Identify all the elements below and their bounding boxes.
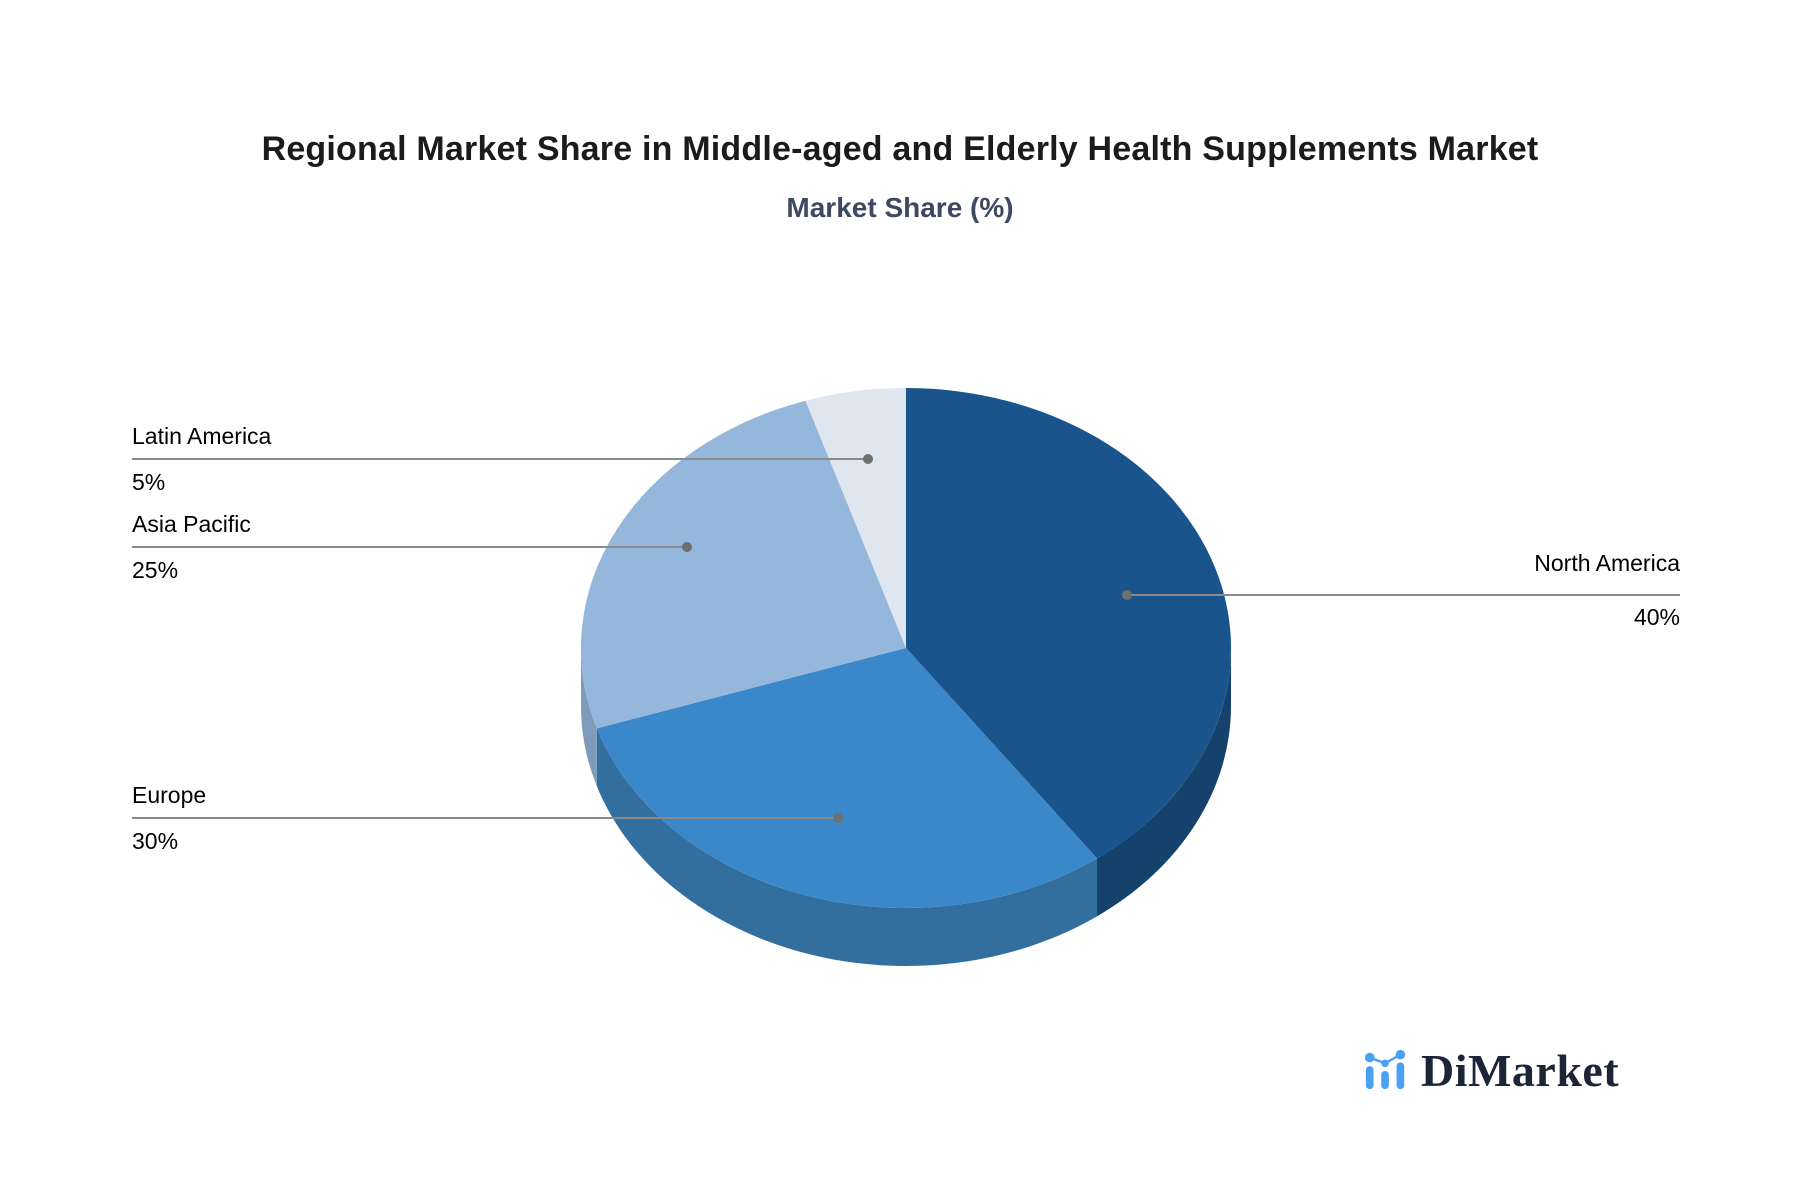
leader-dot-latin-america	[863, 454, 873, 464]
slice-label-latin-america: Latin America	[132, 423, 272, 449]
pie-slice-latin-america	[805, 388, 906, 648]
slice-label-north-america: North America	[1534, 550, 1680, 576]
pie-slice-asia-pacific	[581, 400, 906, 729]
pie-slice-europe	[596, 648, 1098, 908]
leader-lines-group	[132, 454, 1680, 823]
bar-chart-with-trend-dots-icon	[1364, 1049, 1406, 1090]
leader-dot-europe	[833, 813, 843, 823]
pie-slice-side-europe	[596, 728, 1098, 966]
pie-slice-side-north-america	[1097, 648, 1231, 917]
dimarket-logo: DiMarket	[1363, 1042, 1619, 1098]
pie-slices-group	[581, 388, 1231, 966]
pie-slice-side-asia-pacific	[581, 648, 597, 787]
slice-label-europe: Europe	[132, 782, 207, 808]
pie-slice-north-america	[906, 388, 1231, 859]
slice-value-latin-america: 5%	[132, 469, 166, 495]
chart-subtitle: Market Share (%)	[786, 192, 1014, 223]
dimarket-logo-text: DiMarket	[1421, 1044, 1620, 1096]
slice-value-north-america: 40%	[1633, 604, 1680, 630]
slice-label-asia-pacific: Asia Pacific	[132, 511, 251, 537]
slice-value-europe: 30%	[132, 828, 179, 854]
slice-value-asia-pacific: 25%	[132, 557, 179, 583]
leader-dot-asia-pacific	[682, 542, 692, 552]
chart-title: Regional Market Share in Middle-aged and…	[261, 130, 1539, 168]
leader-dot-north-america	[1122, 590, 1132, 600]
